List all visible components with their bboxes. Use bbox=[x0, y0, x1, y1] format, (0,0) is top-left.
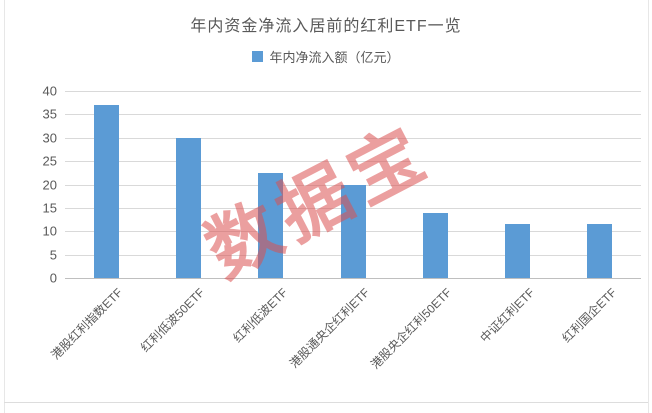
y-axis-tick-label: 20 bbox=[42, 177, 57, 192]
bar bbox=[422, 212, 448, 278]
page-left-border bbox=[4, 0, 5, 413]
page-bottom-border bbox=[4, 402, 648, 403]
y-axis-tick-label: 10 bbox=[42, 223, 57, 239]
y-axis-tick-label: 35 bbox=[42, 106, 57, 122]
gridline bbox=[65, 91, 641, 92]
gridline bbox=[65, 137, 641, 139]
bar bbox=[258, 172, 284, 278]
bar bbox=[175, 137, 201, 278]
gridline bbox=[65, 114, 641, 116]
legend-label: 年内净流入额（亿元） bbox=[269, 50, 400, 65]
bar bbox=[505, 224, 531, 278]
bar bbox=[340, 184, 366, 278]
gridline bbox=[65, 161, 641, 163]
y-axis-tick-label: 0 bbox=[49, 270, 57, 286]
page-right-border bbox=[648, 0, 649, 413]
y-axis-tick-label: 40 bbox=[42, 83, 57, 99]
bar bbox=[587, 224, 613, 278]
x-axis-line bbox=[65, 278, 641, 279]
y-axis-tick-label: 15 bbox=[42, 200, 57, 216]
bar bbox=[93, 105, 119, 278]
y-axis-tick-label: 25 bbox=[42, 153, 57, 169]
legend: 年内净流入额（亿元） bbox=[0, 47, 652, 66]
y-axis-tick-label: 30 bbox=[42, 130, 57, 146]
y-axis-tick-label: 5 bbox=[49, 247, 57, 263]
legend-swatch-icon bbox=[252, 51, 264, 62]
chart-title: 年内资金净流入居前的红利ETF一览 bbox=[190, 18, 462, 35]
